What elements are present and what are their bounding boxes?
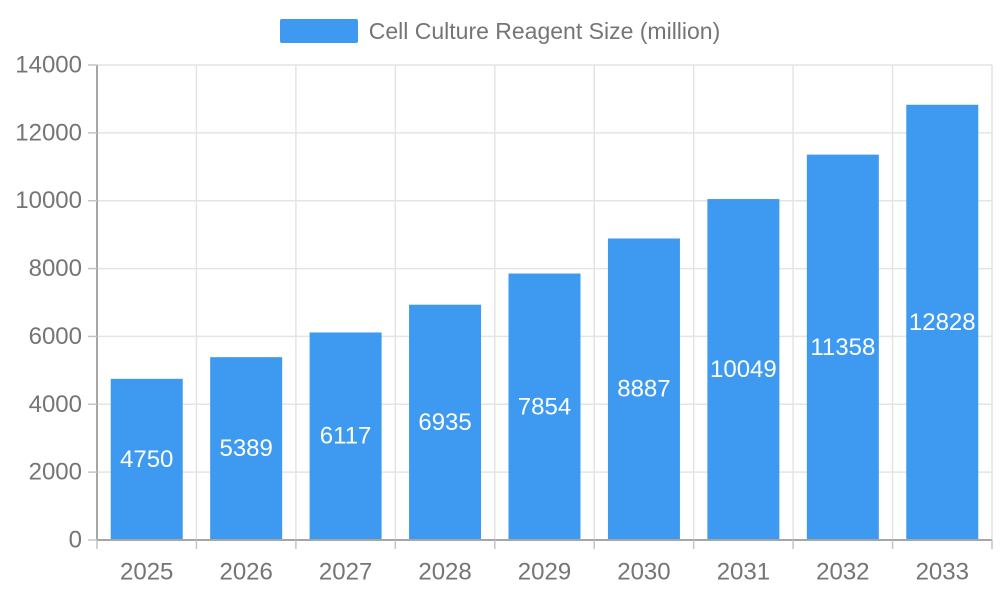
bar-2025 [110,378,183,540]
y-tick-label: 10000 [15,187,82,214]
bar-value-label: 5389 [219,435,272,462]
x-tick-label: 2033 [916,559,969,586]
bar-value-label: 4750 [120,446,173,473]
bar-value-label: 12828 [909,309,976,336]
bar-value-label: 11358 [810,334,875,361]
bar-2028 [409,304,482,540]
x-tick-label: 2032 [816,559,869,586]
y-tick-label: 14000 [15,52,82,79]
x-tick-label: 2029 [518,559,571,586]
y-tick-label: 8000 [29,255,82,282]
y-tick-label: 12000 [15,119,82,146]
bar-value-label: 6117 [320,423,372,450]
bar-2030 [607,238,680,540]
y-tick-label: 2000 [29,459,82,486]
bar-2029 [508,273,581,540]
bar-value-label: 8887 [617,376,670,403]
bar-2027 [309,332,382,540]
y-tick-label: 0 [69,527,82,554]
bar-value-label: 10049 [710,356,777,383]
legend: Cell Culture Reagent Size (million) [0,17,1000,45]
chart-title: Cell Culture Reagent Size (million) [368,17,721,44]
legend-swatch-icon [279,19,358,43]
x-tick-label: 2026 [219,559,272,586]
bar-2026 [210,357,283,540]
y-tick-label: 4000 [29,391,82,418]
y-tick-label: 6000 [29,323,82,350]
x-tick-label: 2025 [120,559,173,586]
x-tick-label: 2031 [717,559,770,586]
bar-value-label: 7854 [518,393,571,420]
x-tick-label: 2027 [319,559,372,586]
bar-2031 [707,199,780,540]
bar-value-label: 6935 [418,409,471,436]
bar-2033 [906,104,979,540]
legend-item[interactable]: Cell Culture Reagent Size (million) [279,17,721,45]
bar-2032 [806,154,879,540]
x-tick-label: 2028 [418,559,471,586]
x-tick-label: 2030 [617,559,670,586]
